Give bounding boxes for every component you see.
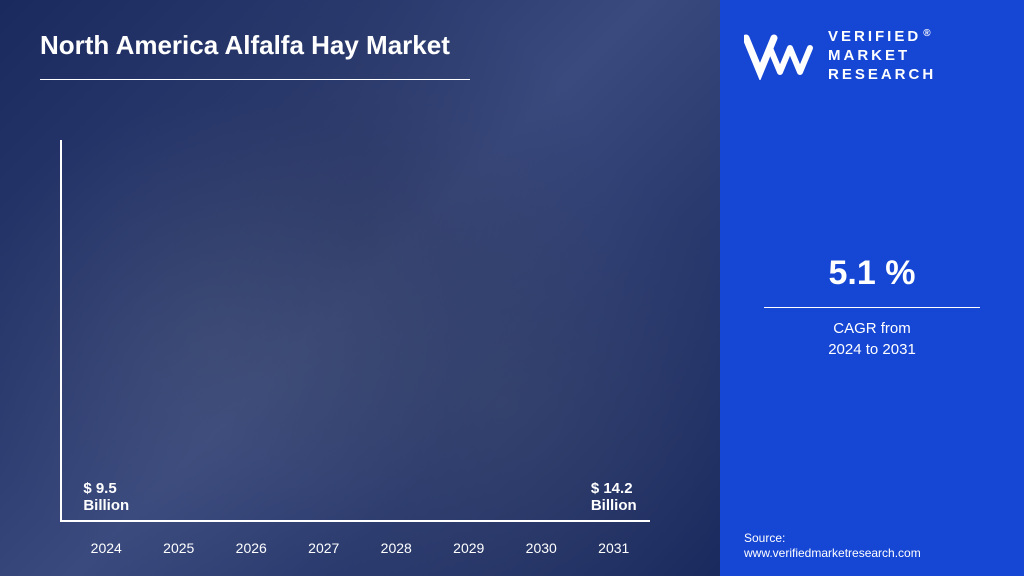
x-label: 2024	[76, 540, 136, 556]
bar-value-first: $ 9.5 Billion	[83, 481, 129, 514]
chart-panel: North America Alfalfa Hay Market $ 9.5 B…	[0, 0, 720, 576]
x-label: 2025	[149, 540, 209, 556]
cagr-label-line2: 2024 to 2031	[764, 339, 980, 360]
source-label: Source:	[744, 531, 921, 547]
cagr-label-line1: CAGR from	[764, 318, 980, 339]
cagr-label: CAGR from 2024 to 2031	[764, 318, 980, 360]
bar-value-last: $ 14.2 Billion	[591, 481, 637, 514]
x-label: 2028	[366, 540, 426, 556]
summary-panel: VERIFIED® MARKET RESEARCH 5.1 % CAGR fro…	[720, 0, 1024, 576]
page-title: North America Alfalfa Hay Market	[40, 30, 680, 61]
brand-line2: MARKET	[828, 47, 936, 66]
cagr-value: 5.1 %	[764, 254, 980, 293]
x-label: 2031	[584, 540, 644, 556]
x-axis-labels: 2024 2025 2026 2027 2028 2029 2030 2031	[70, 540, 650, 556]
source-citation: Source: www.verifiedmarketresearch.com	[744, 531, 921, 562]
source-url: www.verifiedmarketresearch.com	[744, 546, 921, 562]
brand-logo: VERIFIED® MARKET RESEARCH	[744, 28, 1000, 84]
cagr-block: 5.1 % CAGR from 2024 to 2031	[744, 254, 1000, 360]
brand-name: VERIFIED® MARKET RESEARCH	[828, 28, 936, 84]
x-label: 2027	[294, 540, 354, 556]
y-axis	[60, 140, 62, 522]
bars-container: $ 9.5 Billion	[70, 140, 650, 520]
brand-line1: VERIFIED	[828, 28, 921, 45]
x-axis	[60, 520, 650, 522]
vmr-logo-icon	[744, 32, 816, 80]
title-underline	[40, 79, 470, 80]
bar-chart: $ 9.5 Billion	[60, 140, 650, 522]
registered-icon: ®	[923, 28, 933, 39]
x-label: 2030	[511, 540, 571, 556]
x-label: 2026	[221, 540, 281, 556]
cagr-underline	[764, 307, 980, 308]
brand-line3: RESEARCH	[828, 66, 936, 85]
x-label: 2029	[439, 540, 499, 556]
